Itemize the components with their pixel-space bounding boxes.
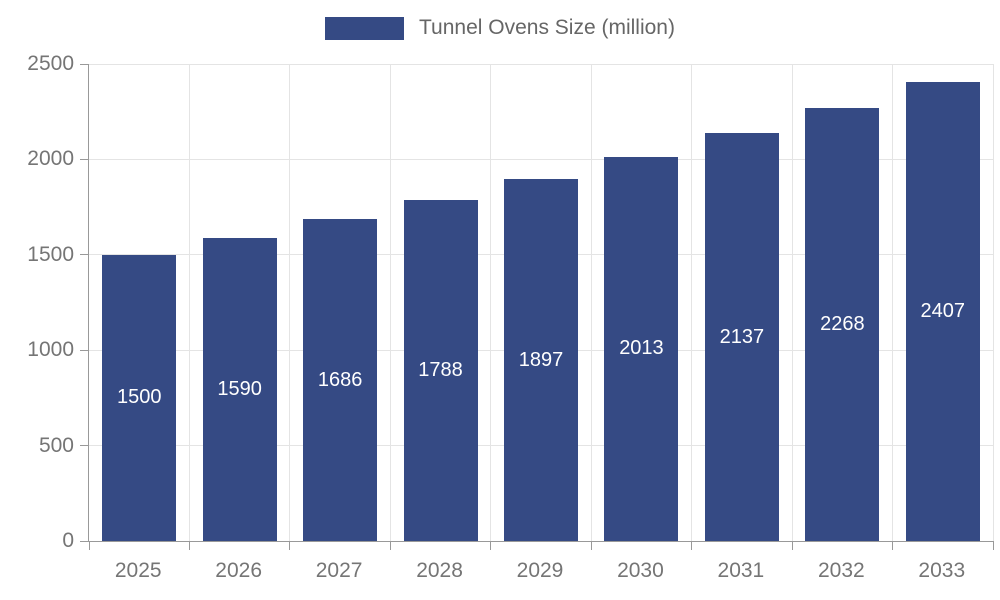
bar-2026[interactable]: 1590 [202,237,277,541]
y-axis-tick-label: 2500 [27,52,74,75]
legend[interactable]: Tunnel Ovens Size (million) [0,16,1000,40]
x-axis-tick-label: 2033 [918,559,966,582]
x-axis-tick [490,541,492,550]
gridline-vertical [188,64,190,541]
y-axis-tick [80,63,88,65]
y-axis-tick-label: 1000 [27,338,74,362]
x-axis-tick [892,541,894,550]
legend-swatch [325,16,404,40]
x-axis-tick [188,541,190,550]
bar-value-label: 1788 [418,358,463,381]
x-axis-tick-label: 2032 [817,559,865,582]
y-axis-tick-label: 0 [62,529,74,552]
x-axis-tick [389,541,391,550]
x-axis-tick-label: 2031 [717,559,765,582]
x-axis-tick-label: 2027 [315,559,363,582]
y-axis-tick [80,349,88,351]
bar-value-label: 2137 [719,325,765,348]
y-axis-tick-label: 500 [38,433,74,457]
plot-area: 1500 1590 1686 1788 1897 2013 2137 2268 2407 [80,63,994,550]
gridline-horizontal [89,63,993,65]
bar-value-label: 2268 [820,313,865,336]
y-axis-tick [80,540,88,542]
y-axis-tick-label: 2000 [27,147,74,171]
gridline-vertical [791,64,793,541]
y-axis-tick [80,445,88,447]
x-axis-tick [289,541,291,550]
bar-2025[interactable]: 1500 [102,254,177,541]
bar-2031[interactable]: 2137 [704,133,779,541]
gridline-vertical [490,64,492,541]
x-axis-tick [88,541,90,550]
x-axis-tick [691,541,693,550]
bar-2027[interactable]: 1686 [303,219,378,541]
legend-label: Tunnel Ovens Size (million) [419,16,675,39]
x-axis-tick [590,541,592,550]
y-axis-tick [80,254,88,256]
x-axis-labels: 2025 2026 2027 2028 2029 2030 2031 2032 2033 [88,557,992,587]
bar-value-label: 1500 [116,386,162,409]
bar-2030[interactable]: 2013 [604,156,679,541]
gridline-horizontal [89,158,993,160]
x-axis-tick-label: 2030 [617,559,664,582]
x-axis-tick [992,541,994,550]
gridline-vertical [691,64,693,541]
x-axis-tick [791,541,793,550]
gridline-vertical [289,64,291,541]
x-axis-tick-label: 2025 [114,559,162,582]
bar-value-label: 1897 [518,348,564,371]
bar-2029[interactable]: 1897 [504,179,578,541]
gridline-vertical [389,64,391,541]
x-axis-tick-label: 2029 [516,559,564,582]
y-axis-tick-label: 1500 [27,242,74,266]
gridline-vertical [892,64,894,541]
bar-2033[interactable]: 2407 [905,81,980,541]
bar-value-label: 1590 [217,377,262,400]
gridline-vertical [992,64,994,541]
bar-value-label: 1686 [317,368,363,391]
bar-value-label: 2013 [619,337,664,360]
bar-value-label: 2407 [920,299,966,322]
x-axis-tick-label: 2026 [215,559,263,582]
bar-2028[interactable]: 1788 [403,199,478,541]
gridline-vertical [590,64,592,541]
y-axis-tick [80,158,88,160]
bar-2032[interactable]: 2268 [805,108,880,541]
x-axis-tick-label: 2028 [416,559,463,582]
y-axis-labels: 0 500 1000 1500 2000 2500 [0,52,74,552]
